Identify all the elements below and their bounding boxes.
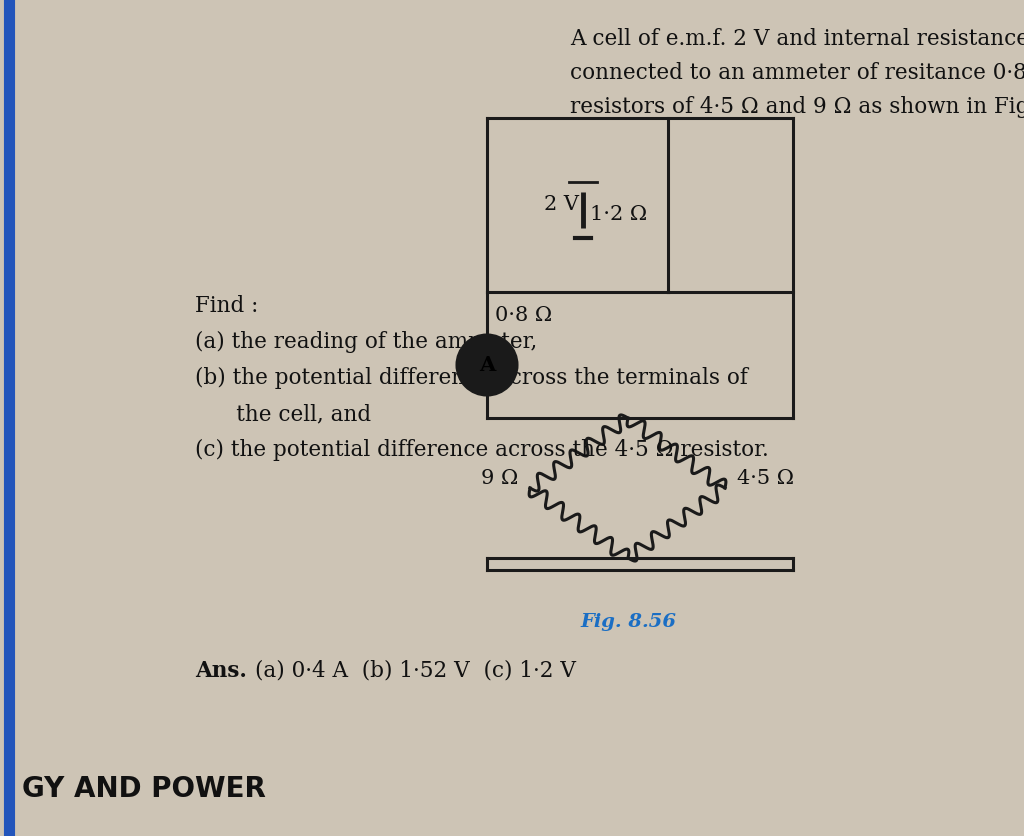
Text: Fig. 8.56: Fig. 8.56: [580, 613, 676, 631]
Text: GY AND POWER: GY AND POWER: [22, 775, 266, 803]
Circle shape: [457, 335, 517, 395]
Text: Ans.: Ans.: [195, 660, 247, 682]
Text: (a) the reading of the ammeter,: (a) the reading of the ammeter,: [195, 331, 538, 353]
Text: (b) the potential difference across the terminals of: (b) the potential difference across the …: [195, 367, 748, 389]
Text: A: A: [479, 355, 496, 375]
Text: 4·5 Ω: 4·5 Ω: [737, 468, 794, 487]
Text: connected to an ammeter of resitance 0·8 Ω and two: connected to an ammeter of resitance 0·8…: [570, 62, 1024, 84]
Text: A cell of e.m.f. 2 V and internal resistance 1·2 Ω is: A cell of e.m.f. 2 V and internal resist…: [570, 28, 1024, 50]
Text: 2 V: 2 V: [544, 196, 579, 215]
Text: 0·8 Ω: 0·8 Ω: [495, 306, 552, 325]
Text: resistors of 4·5 Ω and 9 Ω as shown in Fig. 8.56.: resistors of 4·5 Ω and 9 Ω as shown in F…: [570, 96, 1024, 118]
Text: the cell, and: the cell, and: [195, 403, 371, 425]
Text: (a) 0·4 A  (b) 1·52 V  (c) 1·2 V: (a) 0·4 A (b) 1·52 V (c) 1·2 V: [255, 660, 575, 682]
Text: 1·2 Ω: 1·2 Ω: [591, 206, 647, 225]
Text: (c) the potential difference across the 4·5 Ω resistor.: (c) the potential difference across the …: [195, 439, 769, 461]
Text: Find :: Find :: [195, 295, 258, 317]
Text: 9 Ω: 9 Ω: [480, 468, 518, 487]
